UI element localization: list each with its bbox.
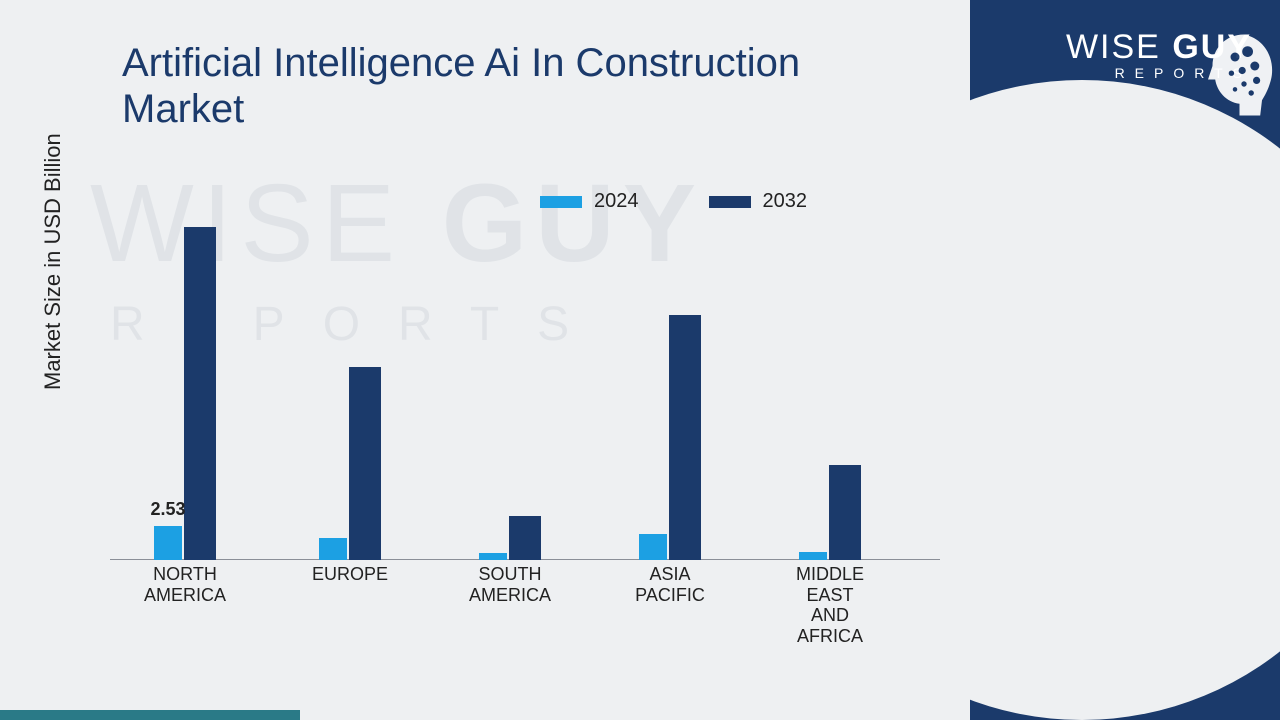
bar-2032 bbox=[669, 315, 701, 560]
brand-line1-light: WISE bbox=[1066, 28, 1161, 66]
bar-2032 bbox=[184, 227, 216, 560]
bar-2032 bbox=[829, 465, 861, 560]
legend-item-2024: 2024 bbox=[540, 190, 639, 213]
category-label: EUROPE bbox=[275, 564, 425, 585]
category-label: ASIAPACIFIC bbox=[595, 564, 745, 605]
y-axis-label: Market Size in USD Billion bbox=[40, 133, 66, 390]
bar-2024 bbox=[154, 526, 182, 560]
legend-label-2024: 2024 bbox=[594, 190, 639, 213]
bar-2024 bbox=[479, 553, 507, 560]
brand-head-icon bbox=[1190, 30, 1280, 120]
bottom-accent-bar bbox=[0, 710, 300, 720]
legend-label-2032: 2032 bbox=[763, 190, 808, 213]
bar-2024 bbox=[639, 534, 667, 560]
category-label: NORTHAMERICA bbox=[110, 564, 260, 605]
page: WISE GUY REPORTS WISE GUY REPORTS Artifi… bbox=[0, 0, 1280, 720]
page-title: Artificial Intelligence Ai In Constructi… bbox=[122, 40, 842, 132]
bar-2032 bbox=[509, 516, 541, 560]
legend-swatch-2032 bbox=[709, 196, 751, 208]
bar-2032 bbox=[349, 367, 381, 560]
legend-swatch-2024 bbox=[540, 196, 582, 208]
bar-2024 bbox=[319, 538, 347, 560]
category-label: MIDDLEEASTANDAFRICA bbox=[755, 564, 905, 647]
value-label: 2.53 bbox=[150, 499, 185, 520]
legend: 2024 2032 bbox=[540, 190, 807, 213]
category-label: SOUTHAMERICA bbox=[435, 564, 585, 605]
bar-2024 bbox=[799, 552, 827, 560]
legend-item-2032: 2032 bbox=[709, 190, 808, 213]
bar-chart: 2.53 bbox=[110, 220, 940, 560]
